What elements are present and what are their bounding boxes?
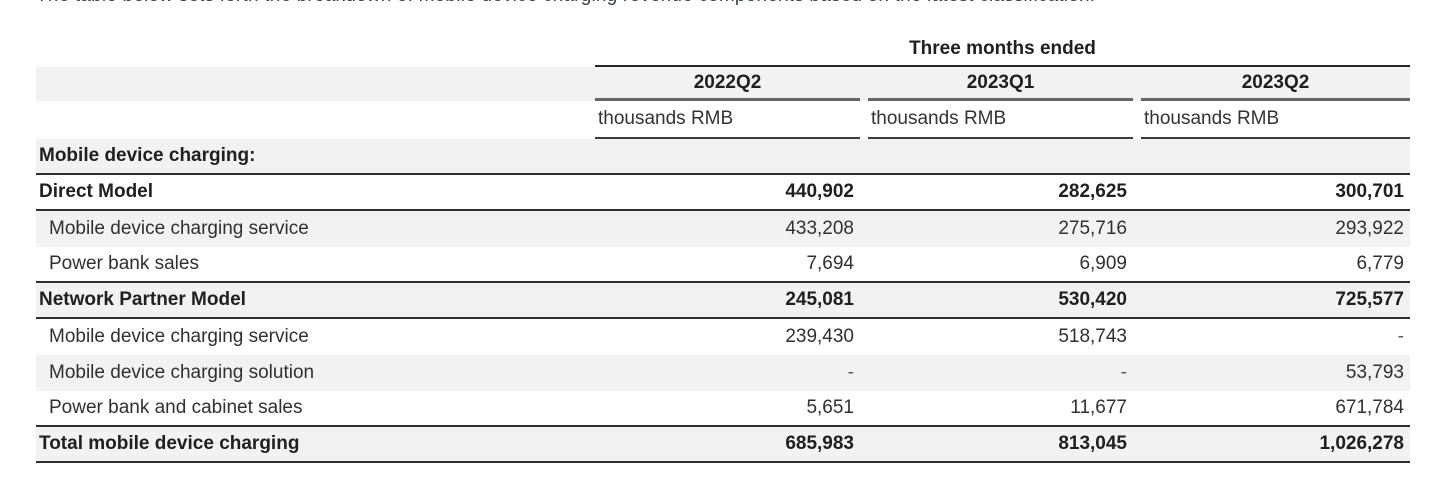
table-row: Total mobile device charging 685,983 813… [36, 427, 1410, 463]
cell-value: 282,625 [1058, 181, 1127, 202]
cell-value [868, 139, 1133, 173]
units-spacer [36, 101, 587, 139]
table-span-header-row: Three months ended [36, 33, 1410, 67]
cell-value: 275,716 [1058, 218, 1127, 239]
cell-value: - [1120, 362, 1127, 383]
table-units-row: thousands RMB thousands RMB thousands RM… [36, 101, 1410, 139]
cell-value: 530,420 [1058, 289, 1127, 310]
cell-value: 433,208 [785, 218, 854, 239]
table-row: Mobile device charging service 433,208 2… [36, 211, 1410, 247]
row-label: Mobile device charging service [49, 218, 309, 239]
table-column-header-row: 2022Q2 2023Q1 2023Q2 [36, 67, 1410, 101]
cell-value [1141, 139, 1410, 173]
cell-value: 6,909 [1079, 253, 1127, 274]
cell-value: 245,081 [785, 289, 854, 310]
table-row: Network Partner Model 245,081 530,420 72… [36, 283, 1410, 319]
cell-value: 300,701 [1335, 181, 1404, 202]
revenue-breakdown-table: Three months ended 2022Q2 2023Q1 2023Q2 … [36, 33, 1410, 463]
cell-value: 6,779 [1356, 253, 1404, 274]
intro-text-clipped: The table below sets forth the breakdown… [36, 0, 1095, 7]
table-row: Mobile device charging service 239,430 5… [36, 319, 1410, 355]
unit-label: thousands RMB [595, 101, 860, 139]
span-header-spacer [36, 33, 587, 67]
table-row: Mobile device charging solution - - 53,7… [36, 355, 1410, 391]
table-row: Power bank and cabinet sales 5,651 11,67… [36, 391, 1410, 427]
span-header: Three months ended [595, 33, 1410, 67]
cell-value: 671,784 [1335, 397, 1404, 418]
cell-value: 813,045 [1058, 433, 1127, 454]
column-header-2023q2: 2023Q2 [1141, 67, 1410, 101]
cell-value: 53,793 [1345, 362, 1404, 383]
row-label: Mobile device charging service [49, 326, 309, 347]
cell-value: 239,430 [785, 326, 854, 347]
cell-value: 440,902 [785, 181, 854, 202]
column-header-2023q1: 2023Q1 [868, 67, 1133, 101]
cell-value: 685,983 [785, 433, 854, 454]
column-header-spacer [36, 67, 587, 101]
row-label: Power bank and cabinet sales [49, 397, 303, 418]
table-row: Power bank sales 7,694 6,909 6,779 [36, 247, 1410, 283]
cell-value: 725,577 [1335, 289, 1404, 310]
cell-value: 7,694 [806, 253, 854, 274]
cell-value: 1,026,278 [1319, 433, 1404, 454]
table-body: Mobile device charging: Direct Model 440… [36, 139, 1410, 463]
cell-value: 5,651 [806, 397, 854, 418]
cell-value: 518,743 [1058, 326, 1127, 347]
cell-value: - [847, 362, 854, 383]
cell-value: 293,922 [1335, 218, 1404, 239]
row-label: Mobile device charging solution [49, 362, 315, 383]
row-label: Mobile device charging: [39, 145, 256, 166]
unit-label: thousands RMB [868, 101, 1133, 139]
row-label: Network Partner Model [39, 289, 246, 310]
cell-value [595, 139, 860, 173]
unit-label: thousands RMB [1141, 101, 1410, 139]
cell-value: 11,677 [1070, 397, 1127, 418]
row-label: Direct Model [39, 181, 154, 202]
column-header-2022q2: 2022Q2 [595, 67, 860, 101]
table-row: Direct Model 440,902 282,625 300,701 [36, 175, 1410, 211]
cell-value: - [1397, 326, 1404, 347]
table-row: Mobile device charging: [36, 139, 1410, 175]
row-label: Total mobile device charging [39, 433, 300, 454]
row-label: Power bank sales [49, 253, 199, 274]
